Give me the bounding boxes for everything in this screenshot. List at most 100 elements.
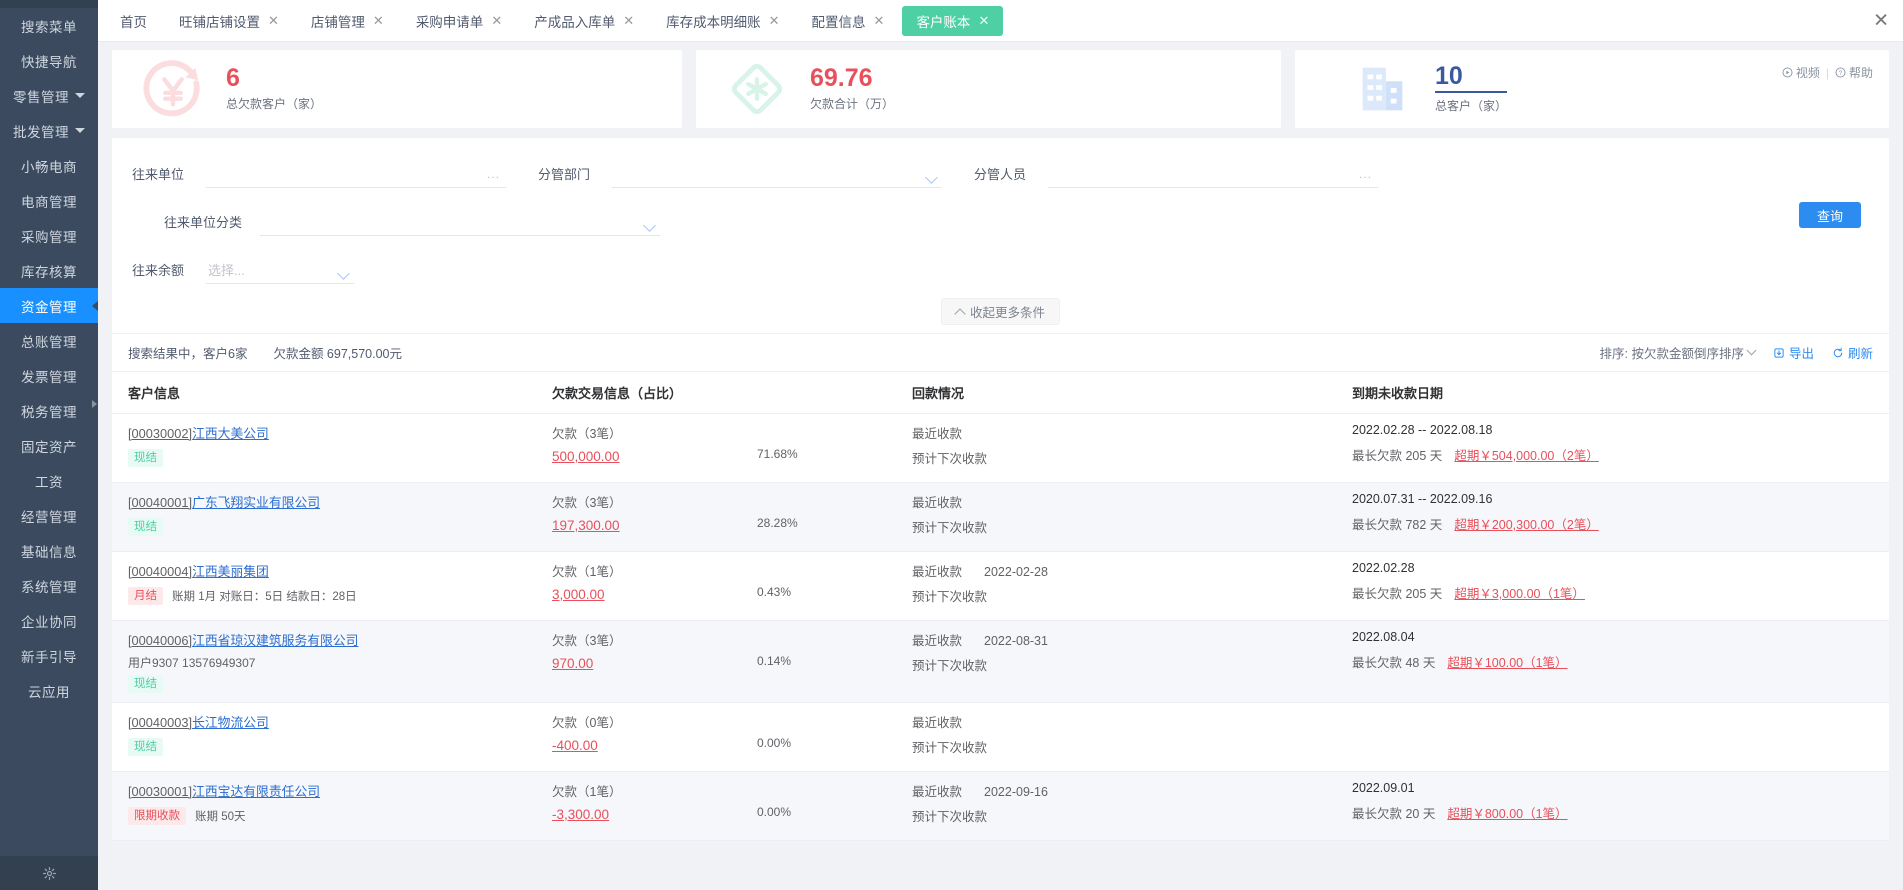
sidebar-footer[interactable] [0,856,98,890]
debt-amount-link[interactable]: -400.00 [552,738,598,753]
sidebar-item-5[interactable]: 电商管理 [0,183,98,218]
table-row[interactable]: [00040003]长江物流公司 现结 欠款（0笔） -400.00 0.00% 最近收款… [112,703,1889,772]
overdue-amount-link[interactable]: 超期￥3,000.00（1笔） [1454,587,1585,601]
tab-3[interactable]: 采购申请单 ✕ [402,6,516,36]
sidebar-item-19[interactable]: 云应用 [0,673,98,708]
tab-close-icon[interactable]: ✕ [623,13,635,28]
customer-link[interactable]: 江西美丽集团 [192,564,269,579]
customer-link[interactable]: 广东飞翔实业有限公司 [192,495,321,510]
sidebar-item-15[interactable]: 基础信息 [0,533,98,568]
sidebar-item-14[interactable]: 经营管理 [0,498,98,533]
recent-payment-line: 最近收款 2022-02-28 [912,561,1352,580]
debt-amount-link[interactable]: 197,300.00 [552,518,620,533]
customer-link[interactable]: 江西宝达有限责任公司 [192,784,321,799]
sidebar-item-label: 快捷导航 [21,54,77,70]
help-action[interactable]: ? 帮助 [1835,64,1873,81]
overdue-amount-link[interactable]: 超期￥200,300.00（2笔） [1454,518,1599,532]
tab-close-icon[interactable]: ✕ [491,13,503,28]
filter-category-input[interactable] [260,209,660,236]
sidebar-item-7[interactable]: 库存核算 [0,253,98,288]
customer-link[interactable]: 长江物流公司 [192,715,269,730]
filter-balance-input[interactable] [206,257,354,284]
sort-selector[interactable]: 排序: 按欠款金额倒序排序 [1600,343,1757,362]
next-payment-label: 预计下次收款 [912,452,988,466]
collapse-label: 收起更多条件 [969,306,1045,320]
tab-2[interactable]: 店铺管理 ✕ [297,6,398,36]
debt-amount-link[interactable]: 970.00 [552,656,594,671]
table-row[interactable]: [00040006]江西省琼汉建筑服务有限公司 用户9307 1357694930… [112,621,1889,703]
overdue-amount-link[interactable]: 超期￥504,000.00（2笔） [1454,449,1599,463]
debt-amount-link[interactable]: -3,300.00 [552,807,610,822]
tab-close-icon[interactable]: ✕ [978,13,990,28]
sidebar-item-9[interactable]: 总账管理 [0,323,98,358]
tab-7[interactable]: 客户账本 ✕ [902,5,1004,36]
filter-dept-label: 分管部门 [538,167,591,182]
table-row[interactable]: [00030001]江西宝达有限责任公司 限期收款 账期 50天 欠款（1笔） -3,3… [112,772,1889,841]
longest-overdue-days: 最长欠款 205 天 [1352,449,1443,463]
tab-close-icon[interactable]: ✕ [873,13,885,28]
filter-person-more-icon[interactable]: ... [1358,167,1372,181]
longest-overdue-days: 最长欠款 205 天 [1352,587,1443,601]
column-header-payback: 回款情况 [912,386,965,401]
customer-ledger-table: 客户信息 欠款交易信息（占比） 回款情况 到期未收款日期 [00030002]江… [112,371,1889,841]
collapse-more-conditions-button[interactable]: 收起更多条件 [940,298,1060,325]
action-separator: | [1825,65,1829,80]
tab-label: 产成品入库单 [534,14,616,30]
tab-1[interactable]: 旺铺店铺设置 ✕ [165,6,293,36]
tab-0[interactable]: 首页 [106,6,161,36]
sidebar-item-label: 云应用 [28,684,70,700]
sidebar-item-6[interactable]: 采购管理 [0,218,98,253]
sidebar-collapse-arrow-icon[interactable] [92,400,97,408]
close-all-tabs-icon[interactable]: ✕ [1873,10,1889,31]
overdue-amount-link[interactable]: 超期￥100.00（1笔） [1447,656,1568,670]
kpi-card-total-customers: 10 总客户（家） 视频 | [1295,50,1889,128]
sidebar-item-label: 企业协同 [21,614,77,630]
debt-amount-link[interactable]: 3,000.00 [552,587,605,602]
sidebar-item-11[interactable]: 税务管理 [0,393,98,428]
sidebar-item-17[interactable]: 企业协同 [0,603,98,638]
tab-close-icon[interactable]: ✕ [268,13,279,28]
debt-amount-link[interactable]: 500,000.00 [552,449,620,464]
sidebar-item-12[interactable]: 固定资产 [0,428,98,463]
filter-unit-more-icon[interactable]: ... [486,167,500,181]
tab-5[interactable]: 库存成本明细账 ✕ [652,6,793,36]
help-label: 帮助 [1848,66,1873,80]
tab-4[interactable]: 产成品入库单 ✕ [520,6,648,36]
filter-person-input[interactable] [1048,161,1378,188]
sidebar-item-3[interactable]: 批发管理 [0,113,98,148]
customer-link[interactable]: 江西大美公司 [192,426,269,441]
kpi-value: 10 [1435,64,1508,93]
recent-payment-line: 最近收款 2022-09-16 [912,781,1352,800]
search-button[interactable]: 查询 [1798,202,1861,228]
table-row[interactable]: [00030002]江西大美公司 现结 欠款（3笔） 500,000.00 71.68%… [112,414,1889,483]
tab-close-icon[interactable]: ✕ [768,13,780,28]
recent-payment-line: 最近收款 [912,712,1352,731]
sidebar-item-1[interactable]: 快捷导航 [0,43,98,78]
sidebar-item-10[interactable]: 发票管理 [0,358,98,393]
table-header: 客户信息 欠款交易信息（占比） 回款情况 到期未收款日期 [112,371,1889,414]
video-action[interactable]: 视频 [1782,64,1820,81]
filter-balance-label: 往来余额 [132,263,185,278]
sidebar-item-8[interactable]: 资金管理 [0,288,98,323]
overdue-amount-link[interactable]: 超期￥800.00（1笔） [1447,807,1568,821]
table-row[interactable]: [00040001]广东飞翔实业有限公司 现结 欠款（3笔） 197,300.00 28… [112,483,1889,552]
sidebar-item-2[interactable]: 零售管理 [0,78,98,113]
refresh-label: 刷新 [1847,347,1873,361]
sidebar-item-0[interactable]: 搜索菜单 [0,8,98,43]
sidebar-item-16[interactable]: 系统管理 [0,568,98,603]
customer-link[interactable]: 江西省琼汉建筑服务有限公司 [192,633,359,648]
filter-dept-input[interactable] [612,161,942,188]
tab-6[interactable]: 配置信息 ✕ [798,6,899,36]
debt-block: 欠款（3笔） 970.00 [552,630,757,671]
sidebar-top-strip [0,0,98,8]
sidebar-item-4[interactable]: 小畅电商 [0,148,98,183]
table-row[interactable]: [00040004]江西美丽集团 月结 账期 1月 对账日：5日 结款日：28日 欠款… [112,552,1889,621]
sidebar-item-18[interactable]: 新手引导 [0,638,98,673]
export-button[interactable]: 导出 [1773,343,1814,362]
refresh-button[interactable]: 刷新 [1832,343,1873,362]
due-date-range: 2022.08.04 [1352,630,1415,644]
next-payment-label: 预计下次收款 [912,659,988,673]
sidebar-item-13[interactable]: 工资 [0,463,98,498]
tab-close-icon[interactable]: ✕ [372,13,384,28]
filter-unit-input[interactable] [206,161,506,188]
